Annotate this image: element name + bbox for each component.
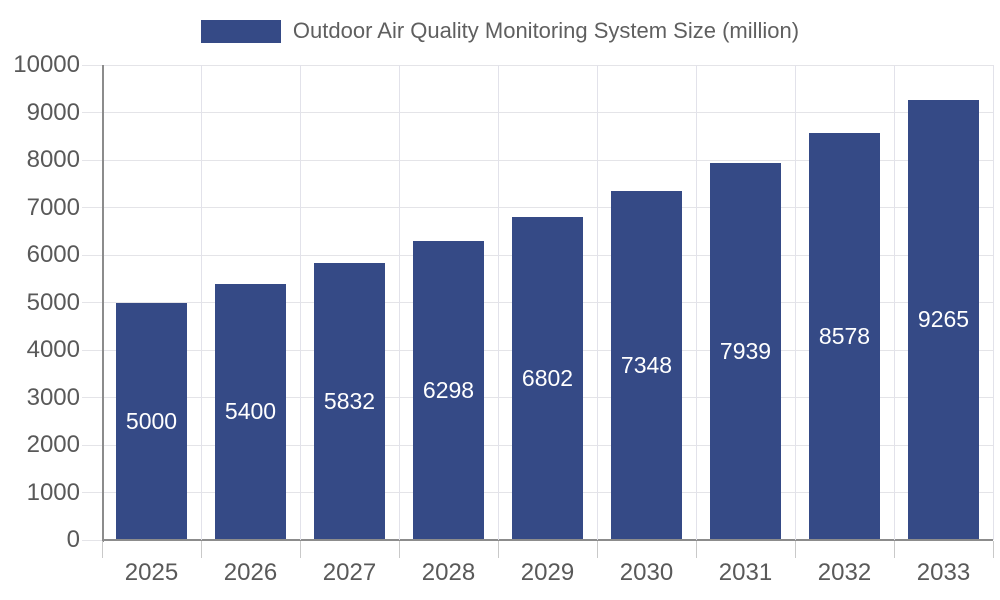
bar: 9265 bbox=[908, 99, 979, 540]
gridline-horizontal bbox=[82, 207, 993, 208]
bar-value-label: 8578 bbox=[818, 322, 871, 349]
bar-value-label: 6802 bbox=[521, 364, 574, 391]
y-tick-label: 2000 bbox=[26, 431, 80, 458]
x-tick-label: 2029 bbox=[520, 559, 575, 586]
y-tick bbox=[82, 539, 102, 541]
bar: 5832 bbox=[314, 262, 385, 540]
y-tick-label: 1000 bbox=[26, 478, 80, 506]
x-tick bbox=[596, 541, 598, 558]
bar-value-label: 7939 bbox=[719, 337, 772, 364]
bar-value-label: 5000 bbox=[125, 407, 178, 434]
y-axis-line bbox=[102, 65, 104, 542]
y-tick-label: 10000 bbox=[13, 51, 80, 78]
gridline-horizontal bbox=[82, 112, 993, 113]
gridline-vertical bbox=[398, 65, 400, 540]
x-tick-label: 2031 bbox=[718, 559, 773, 586]
x-tick bbox=[992, 541, 994, 558]
bar-value-label: 7348 bbox=[620, 351, 673, 378]
x-tick-label: 2033 bbox=[916, 559, 971, 586]
y-tick-label: 4000 bbox=[26, 336, 80, 363]
x-tick-label: 2032 bbox=[817, 559, 872, 586]
y-tick-label: 7000 bbox=[26, 193, 80, 221]
y-tick-label: 9000 bbox=[26, 98, 80, 126]
gridline-vertical bbox=[200, 65, 202, 540]
bar: 6298 bbox=[413, 240, 484, 540]
gridline-vertical bbox=[992, 65, 994, 540]
x-tick-label: 2028 bbox=[421, 559, 476, 586]
gridline-vertical bbox=[794, 65, 796, 540]
gridline-horizontal bbox=[82, 159, 993, 161]
x-tick bbox=[695, 541, 697, 558]
y-tick-label: 6000 bbox=[26, 241, 80, 268]
legend-swatch bbox=[200, 19, 281, 43]
x-tick bbox=[794, 541, 796, 558]
x-tick bbox=[299, 541, 301, 558]
x-tick bbox=[893, 541, 895, 558]
gridline-vertical bbox=[596, 65, 598, 540]
bar-value-label: 5832 bbox=[323, 387, 376, 414]
bar-value-label: 9265 bbox=[917, 306, 970, 333]
bar: 7348 bbox=[611, 190, 682, 540]
gridline-vertical bbox=[695, 65, 697, 540]
x-tick-label: 2027 bbox=[322, 559, 377, 586]
x-tick bbox=[497, 541, 499, 558]
y-tick-label: 5000 bbox=[26, 288, 80, 316]
y-tick-label: 8000 bbox=[26, 146, 80, 173]
gridline-vertical bbox=[893, 65, 895, 540]
bar: 5400 bbox=[215, 283, 286, 540]
legend: Outdoor Air Quality Monitoring System Si… bbox=[0, 18, 1000, 44]
bar: 7939 bbox=[710, 162, 781, 540]
x-tick bbox=[200, 541, 202, 558]
bar-value-label: 6298 bbox=[422, 376, 475, 403]
legend-label: Outdoor Air Quality Monitoring System Si… bbox=[292, 18, 800, 43]
gridline-horizontal bbox=[82, 64, 993, 66]
y-tick-label: 0 bbox=[66, 526, 80, 553]
plot-area: 5000 5400 5832 6298 6802 7348 7939 8578 9265 bbox=[82, 64, 993, 541]
x-tick-label: 2025 bbox=[124, 559, 179, 586]
x-tick-label: 2030 bbox=[619, 559, 674, 586]
bar-value-label: 5400 bbox=[224, 398, 277, 425]
x-tick bbox=[101, 541, 103, 558]
bar: 6802 bbox=[512, 216, 583, 540]
x-axis-line bbox=[102, 539, 993, 541]
gridline-vertical bbox=[497, 65, 499, 540]
gridline-vertical bbox=[299, 65, 301, 540]
bar: 8578 bbox=[809, 132, 880, 540]
bar: 5000 bbox=[116, 302, 187, 540]
y-tick-label: 3000 bbox=[26, 383, 80, 411]
x-tick-label: 2026 bbox=[223, 559, 278, 586]
x-tick bbox=[398, 541, 400, 558]
